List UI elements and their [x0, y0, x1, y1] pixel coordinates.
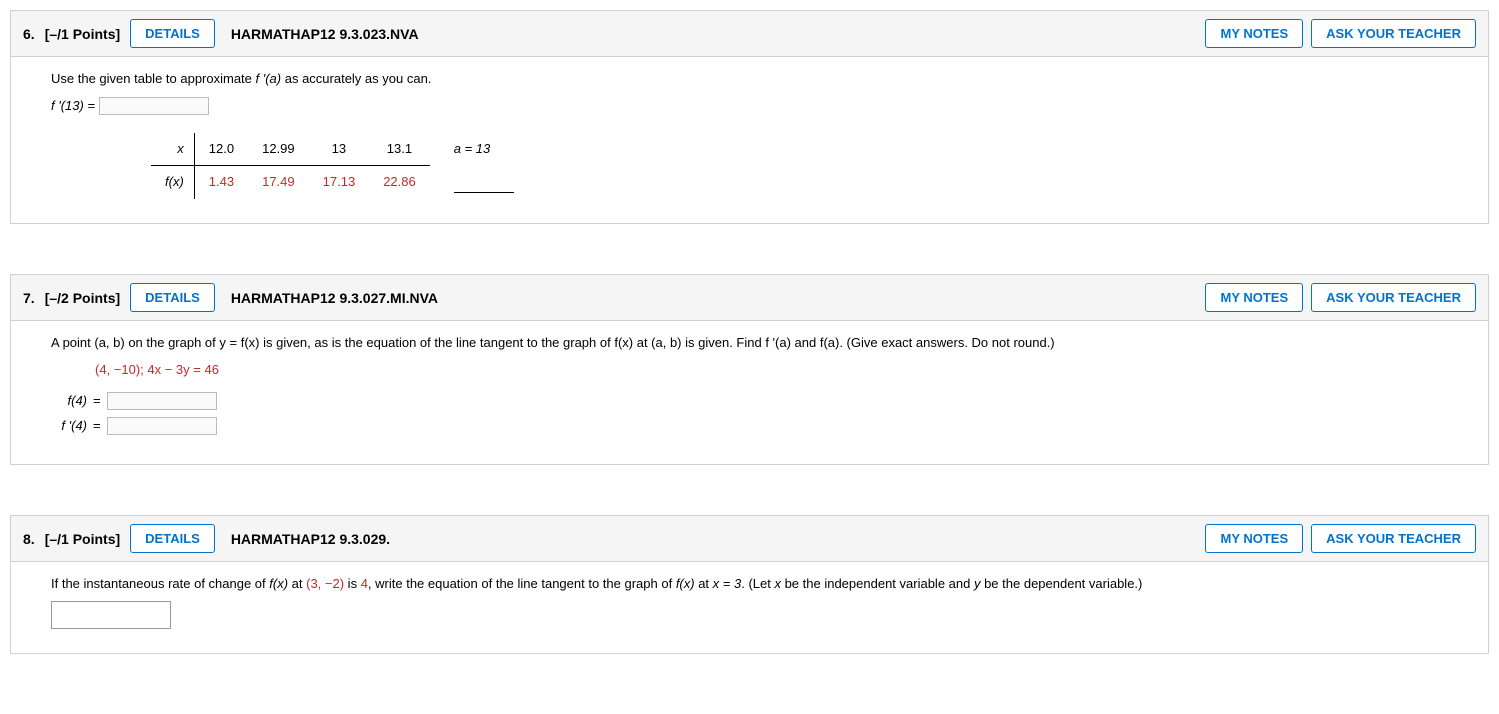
- fprime13-input[interactable]: [99, 97, 209, 115]
- f4-line: f(4) =: [51, 391, 1448, 412]
- a-label: a = 13: [454, 139, 514, 160]
- question-header: 6. [–/1 Points] DETAILS HARMATHAP12 9.3.…: [11, 11, 1488, 57]
- question-body: Use the given table to approximate f '(a…: [11, 57, 1488, 223]
- x-val-0: 12.0: [194, 133, 248, 166]
- x-val-3: 13.1: [369, 133, 430, 166]
- header-left: 7. [–/2 Points] DETAILS HARMATHAP12 9.3.…: [23, 283, 438, 312]
- f4-input[interactable]: [107, 392, 217, 410]
- question-number: 6.: [23, 26, 35, 42]
- data-table: x 12.0 12.99 13 13.1 f(x) 1.43 17.49 17.…: [151, 133, 430, 200]
- ask-teacher-button[interactable]: ASK YOUR TEACHER: [1311, 283, 1476, 312]
- tangent-line-input[interactable]: [51, 601, 171, 629]
- header-right: MY NOTES ASK YOUR TEACHER: [1205, 524, 1476, 553]
- given-values: (4, −10); 4x − 3y = 46: [95, 360, 1448, 381]
- table-row-x: x 12.0 12.99 13 13.1: [151, 133, 430, 166]
- question-header: 7. [–/2 Points] DETAILS HARMATHAP12 9.3.…: [11, 275, 1488, 321]
- ask-teacher-button[interactable]: ASK YOUR TEACHER: [1311, 19, 1476, 48]
- x-val-1: 12.99: [248, 133, 309, 166]
- question-body: A point (a, b) on the graph of y = f(x) …: [11, 321, 1488, 464]
- prompt-text: A point (a, b) on the graph of y = f(x) …: [51, 333, 1448, 354]
- details-button[interactable]: DETAILS: [130, 283, 215, 312]
- details-button[interactable]: DETAILS: [130, 524, 215, 553]
- ask-teacher-button[interactable]: ASK YOUR TEACHER: [1311, 524, 1476, 553]
- question-points: [–/1 Points]: [45, 26, 120, 42]
- header-left: 8. [–/1 Points] DETAILS HARMATHAP12 9.3.…: [23, 524, 390, 553]
- question-7: 7. [–/2 Points] DETAILS HARMATHAP12 9.3.…: [10, 274, 1489, 465]
- answer-label: f '(13) =: [51, 98, 99, 113]
- fx-val-1: 17.49: [248, 166, 309, 199]
- my-notes-button[interactable]: MY NOTES: [1205, 19, 1303, 48]
- question-6: 6. [–/1 Points] DETAILS HARMATHAP12 9.3.…: [10, 10, 1489, 224]
- a-equals: a = 13: [454, 139, 514, 193]
- question-header: 8. [–/1 Points] DETAILS HARMATHAP12 9.3.…: [11, 516, 1488, 562]
- question-reference: HARMATHAP12 9.3.023.NVA: [231, 26, 419, 42]
- row-label-fx: f(x): [151, 166, 194, 199]
- f4-label: f(4): [51, 391, 87, 412]
- x-val-2: 13: [309, 133, 370, 166]
- header-right: MY NOTES ASK YOUR TEACHER: [1205, 283, 1476, 312]
- question-body: If the instantaneous rate of change of f…: [11, 562, 1488, 653]
- question-points: [–/1 Points]: [45, 531, 120, 547]
- fx-val-2: 17.13: [309, 166, 370, 199]
- my-notes-button[interactable]: MY NOTES: [1205, 524, 1303, 553]
- question-reference: HARMATHAP12 9.3.027.MI.NVA: [231, 290, 438, 306]
- question-reference: HARMATHAP12 9.3.029.: [231, 531, 390, 547]
- fp4-input[interactable]: [107, 417, 217, 435]
- question-8: 8. [–/1 Points] DETAILS HARMATHAP12 9.3.…: [10, 515, 1489, 654]
- fx-val-3: 22.86: [369, 166, 430, 199]
- row-label-x: x: [151, 133, 194, 166]
- question-number: 8.: [23, 531, 35, 547]
- header-left: 6. [–/1 Points] DETAILS HARMATHAP12 9.3.…: [23, 19, 419, 48]
- header-right: MY NOTES ASK YOUR TEACHER: [1205, 19, 1476, 48]
- prompt-text: If the instantaneous rate of change of f…: [51, 574, 1448, 595]
- fx-val-0: 1.43: [194, 166, 248, 199]
- prompt-text: Use the given table to approximate f '(a…: [51, 69, 1448, 90]
- question-points: [–/2 Points]: [45, 290, 120, 306]
- data-table-wrap: x 12.0 12.99 13 13.1 f(x) 1.43 17.49 17.…: [151, 133, 1448, 200]
- my-notes-button[interactable]: MY NOTES: [1205, 283, 1303, 312]
- table-row-fx: f(x) 1.43 17.49 17.13 22.86: [151, 166, 430, 199]
- fp4-label: f '(4): [51, 416, 87, 437]
- a-blank-line: [454, 177, 514, 193]
- answer-line: [51, 601, 1448, 629]
- details-button[interactable]: DETAILS: [130, 19, 215, 48]
- answer-line: f '(13) =: [51, 96, 1448, 117]
- fp4-line: f '(4) =: [51, 416, 1448, 437]
- question-number: 7.: [23, 290, 35, 306]
